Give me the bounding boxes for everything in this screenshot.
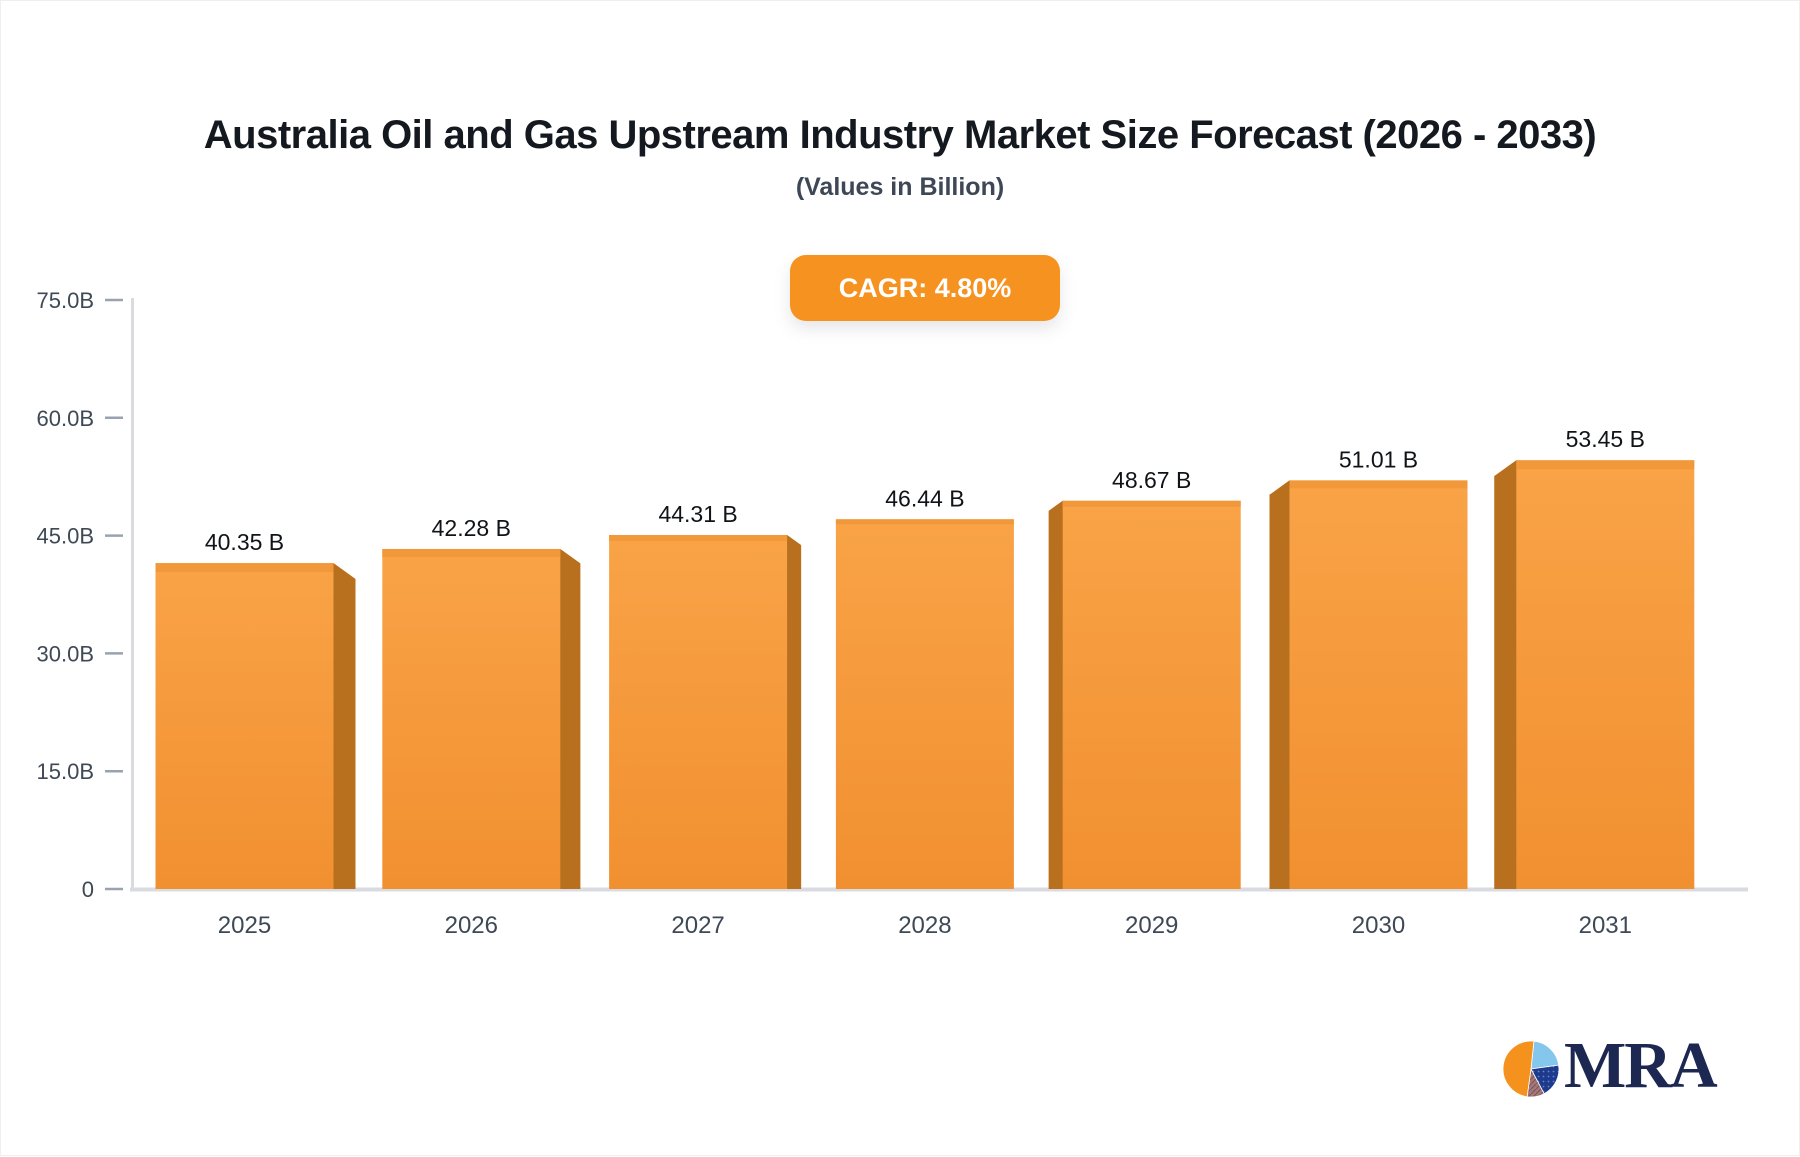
pie-slice-light-blue [1530, 1040, 1560, 1070]
bar-top-bevel [1289, 480, 1468, 489]
bar-2026[interactable]: 42.28 B [382, 515, 581, 889]
bar-2027[interactable]: 44.31 B [609, 501, 802, 889]
bar-value-label: 40.35 B [205, 529, 284, 555]
bar-side-face [333, 563, 356, 889]
bar-value-label: 48.67 B [1112, 467, 1191, 493]
x-axis-tick-label: 2030 [1352, 912, 1405, 939]
bar-top-bevel [1062, 500, 1241, 507]
bar-face [1048, 500, 1241, 889]
x-axis-tick-label: 2025 [218, 912, 271, 939]
bar-2031[interactable]: 53.45 B [1494, 426, 1695, 889]
pie-slice-orange [1502, 1040, 1535, 1098]
bar-face [155, 563, 356, 889]
cagr-badge: CAGR: 4.80% [790, 255, 1060, 321]
y-axis-tick-label: 0 [82, 877, 94, 902]
bar-face [382, 548, 581, 889]
bar-face [1269, 480, 1468, 889]
bar-side-face [1269, 480, 1290, 889]
bar-side-face [560, 548, 581, 889]
bar-side-face [1494, 460, 1517, 889]
bar-side-face [787, 535, 802, 889]
bar-2030[interactable]: 51.01 B [1269, 446, 1468, 889]
bar-top-bevel [1516, 460, 1695, 470]
bar-top-bevel [382, 548, 561, 557]
y-axis-tick-label: 30.0B [37, 641, 95, 666]
y-axis-tick-label: 75.0B [37, 288, 95, 313]
bar-face [609, 535, 802, 889]
bar-2025[interactable]: 40.35 B [155, 529, 356, 889]
page-subtitle: (Values in Billion) [795, 173, 1005, 201]
x-axis-tick-label: 2027 [671, 912, 724, 939]
x-axis-tick-label: 2031 [1579, 912, 1632, 939]
y-axis-tick-label: 45.0B [37, 524, 95, 549]
mra-logo: MRA [1501, 1029, 1718, 1102]
bar-value-label: 42.28 B [432, 515, 511, 541]
bar-side-face [1048, 500, 1063, 889]
bar-2028[interactable]: 46.44 B [835, 485, 1014, 889]
bar-2029[interactable]: 48.67 B [1048, 467, 1241, 889]
bar-value-label: 53.45 B [1566, 426, 1645, 452]
logo-text: MRA [1564, 1029, 1718, 1102]
bar-top-bevel [155, 563, 334, 573]
pie-chart-icon [1502, 1040, 1560, 1098]
bar-top-bevel [609, 535, 788, 542]
bar-value-label: 44.31 B [658, 501, 737, 527]
page-title: Australia Oil and Gas Upstream Industry … [203, 113, 1597, 157]
y-axis-tick-label: 15.0B [37, 759, 95, 784]
bar-value-label: 46.44 B [885, 485, 964, 511]
x-axis-tick-label: 2026 [445, 912, 498, 939]
bar-top-bevel [835, 519, 1014, 525]
bar-value-label: 51.01 B [1339, 446, 1418, 472]
bar-face [1494, 460, 1695, 889]
x-axis-tick-label: 2029 [1125, 912, 1178, 939]
bar-face [835, 519, 1014, 889]
y-axis-tick-label: 60.0B [37, 406, 95, 431]
x-axis-tick-label: 2028 [898, 912, 951, 939]
